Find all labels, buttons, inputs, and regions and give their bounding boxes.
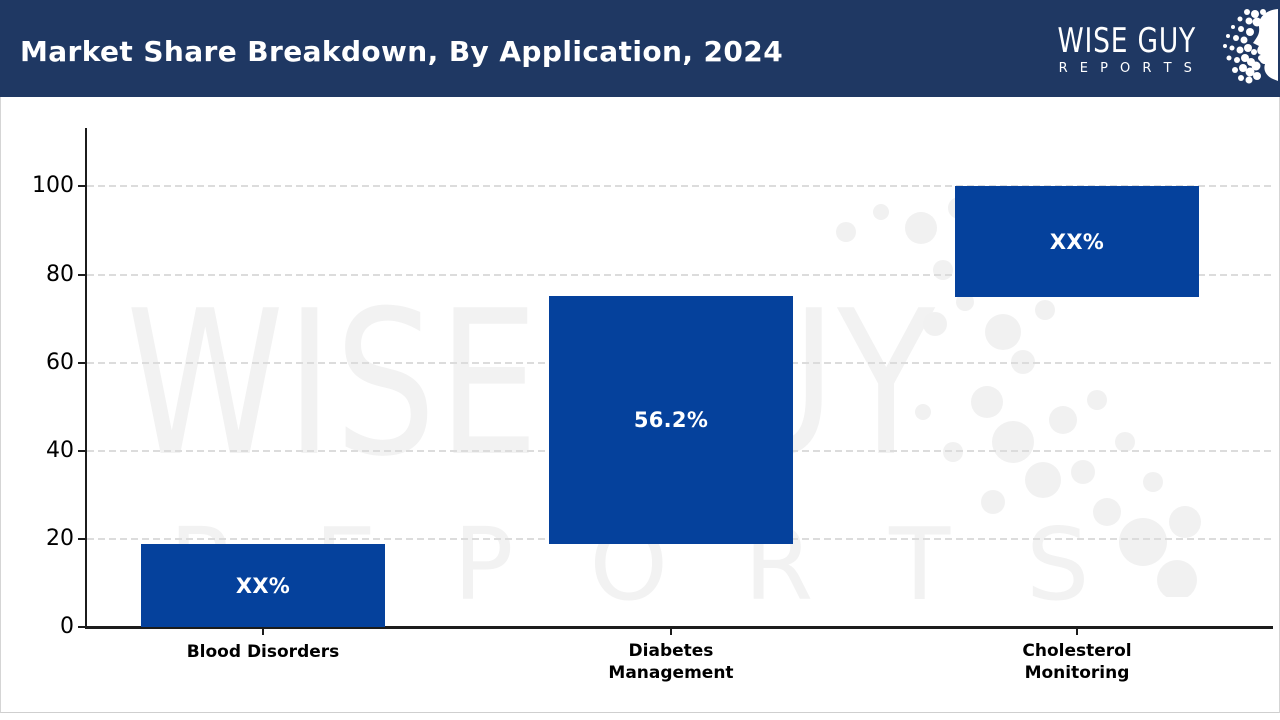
x-category-label-line: Management	[608, 663, 734, 683]
y-tick-mark	[78, 185, 86, 188]
x-tick-mark	[262, 628, 264, 636]
y-tick-mark	[78, 273, 86, 276]
gridline-80	[87, 273, 1272, 276]
logo-subtitle: R E P O R T S	[1058, 60, 1196, 76]
bar-value-label: XX%	[1049, 229, 1105, 254]
y-tick-mark	[78, 538, 86, 541]
x-tick-mark	[670, 628, 672, 636]
y-tick-label: 0	[60, 614, 74, 640]
bar-cholesterol-monitoring: XX%	[955, 186, 1199, 297]
x-category-label-blood-disorders: Blood Disorders	[113, 641, 413, 663]
x-category-label-line: Monitoring	[1024, 663, 1130, 683]
x-category-label-cholesterol-monitoring: Cholesterol Monitoring	[927, 640, 1227, 684]
y-tick-label: 100	[32, 173, 74, 199]
y-tick-mark	[78, 626, 86, 629]
y-tick-label: 60	[46, 349, 74, 375]
y-tick-label: 20	[46, 526, 74, 552]
gridline-100	[87, 185, 1272, 188]
y-tick-label: 80	[46, 261, 74, 287]
bar-value-label: 56.2%	[633, 407, 709, 432]
bar-diabetes-management: 56.2%	[549, 295, 793, 544]
logo-wordmark: WISE GUY	[1057, 20, 1197, 61]
wise-guy-logo: WISE GUY R E P O R T S	[1038, 4, 1278, 94]
bar-blood-disorders: XX%	[141, 543, 385, 628]
x-category-label-diabetes-management: Diabetes Management	[521, 640, 821, 684]
y-tick-label: 40	[46, 438, 74, 463]
x-category-label-line: Cholesterol	[1022, 641, 1132, 661]
x-tick-mark	[1076, 628, 1078, 636]
x-axis-line	[84, 626, 1273, 629]
x-category-label-line: Diabetes	[628, 641, 714, 661]
chart-title: Market Share Breakdown, By Application, …	[20, 35, 784, 68]
logo-face-icon	[1223, 9, 1278, 84]
logo-text: WISE GUY R E P O R T S	[1038, 24, 1216, 75]
x-category-label-line: Blood Disorders	[186, 642, 340, 662]
header-bar: Market Share Breakdown, By Application, …	[0, 0, 1280, 97]
y-tick-mark	[78, 361, 86, 364]
y-tick-mark	[78, 450, 86, 452]
bar-value-label: XX%	[235, 573, 291, 598]
y-axis-line	[84, 128, 87, 629]
